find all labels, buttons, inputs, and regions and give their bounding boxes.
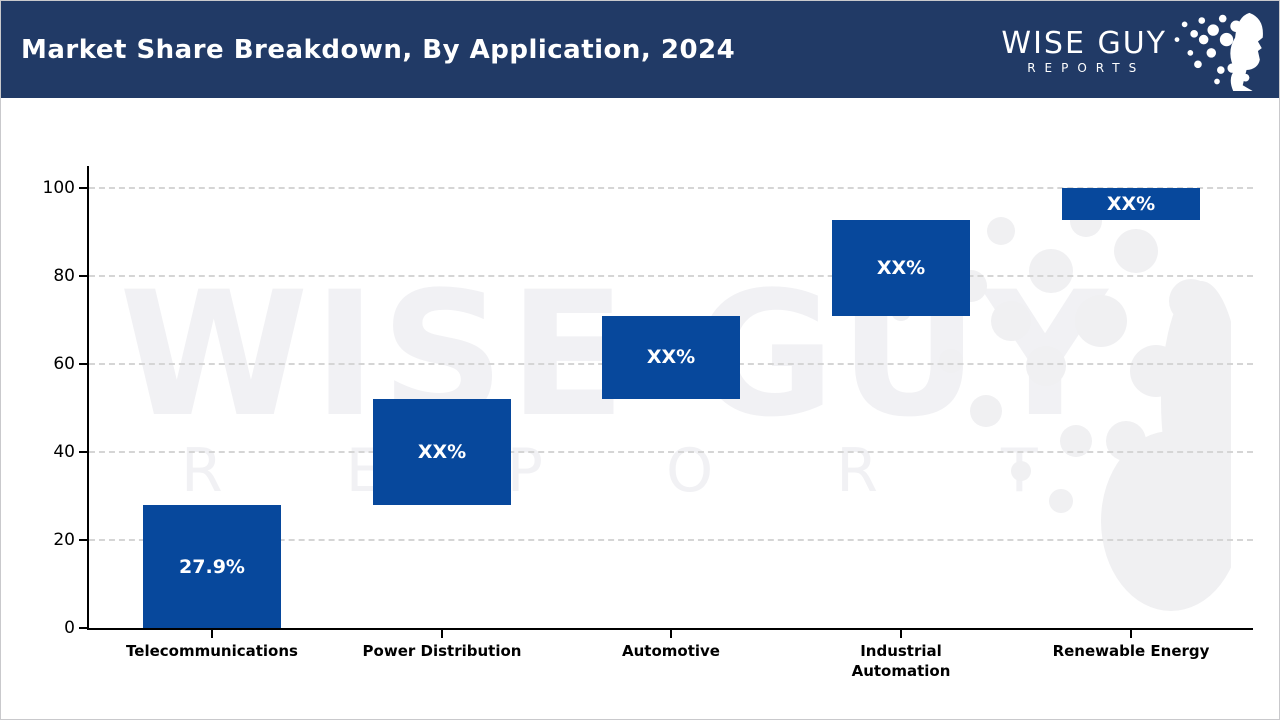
- x-category-label: Power Distribution: [362, 642, 522, 660]
- x-category-label: Automotive: [622, 642, 720, 660]
- bar-value-label: XX%: [876, 256, 926, 279]
- x-tick: [670, 630, 672, 638]
- x-tick: [900, 630, 902, 638]
- y-axis: [87, 166, 89, 630]
- y-tick-label: 80: [53, 266, 75, 286]
- y-tick-label: 100: [42, 178, 75, 198]
- bar-value-label: XX%: [1106, 192, 1156, 215]
- y-tick: [79, 627, 87, 629]
- y-tick: [79, 275, 87, 277]
- brand-logo-face-icon: [1174, 12, 1263, 91]
- bar-value-label: XX%: [417, 441, 467, 464]
- bar-segment: XX%: [1062, 188, 1200, 220]
- header-bar: Market Share Breakdown, By Application, …: [1, 1, 1279, 98]
- bar-value-label: 27.9%: [179, 555, 245, 578]
- y-tick: [79, 363, 87, 365]
- brand-logo-name: WISE GUY: [1001, 25, 1167, 61]
- bar-segment: XX%: [373, 399, 511, 506]
- x-category-label: Renewable Energy: [1052, 642, 1210, 660]
- brand-logo-subtitle: REPORTS: [1027, 60, 1146, 75]
- watermark-face-dots: [891, 205, 1231, 611]
- y-tick-label: 40: [53, 442, 75, 462]
- bar-value-label: XX%: [646, 346, 696, 369]
- brand-logo-text: WISE GUY REPORTS: [1001, 25, 1167, 75]
- y-gridline: [89, 451, 1253, 453]
- bar-segment: XX%: [602, 315, 740, 400]
- x-tick: [211, 630, 213, 638]
- y-gridline: [89, 539, 1253, 541]
- y-gridline: [89, 275, 1253, 277]
- bar-segment: 27.9%: [143, 505, 281, 628]
- y-tick: [79, 451, 87, 453]
- y-tick-label: 60: [53, 354, 75, 374]
- x-axis: [87, 628, 1253, 630]
- x-category-label: Industrial Automation: [851, 642, 951, 680]
- y-tick: [79, 539, 87, 541]
- bar-segment: XX%: [832, 219, 970, 316]
- x-tick: [441, 630, 443, 638]
- x-tick: [1130, 630, 1132, 638]
- y-tick-label: 0: [64, 618, 75, 638]
- y-tick: [79, 187, 87, 189]
- x-category-label: Telecommunications: [126, 642, 298, 660]
- y-gridline: [89, 187, 1253, 189]
- y-tick-label: 20: [53, 530, 75, 550]
- brand-logo: WISE GUY REPORTS: [1001, 11, 1265, 91]
- chart-title: Market Share Breakdown, By Application, …: [21, 34, 736, 65]
